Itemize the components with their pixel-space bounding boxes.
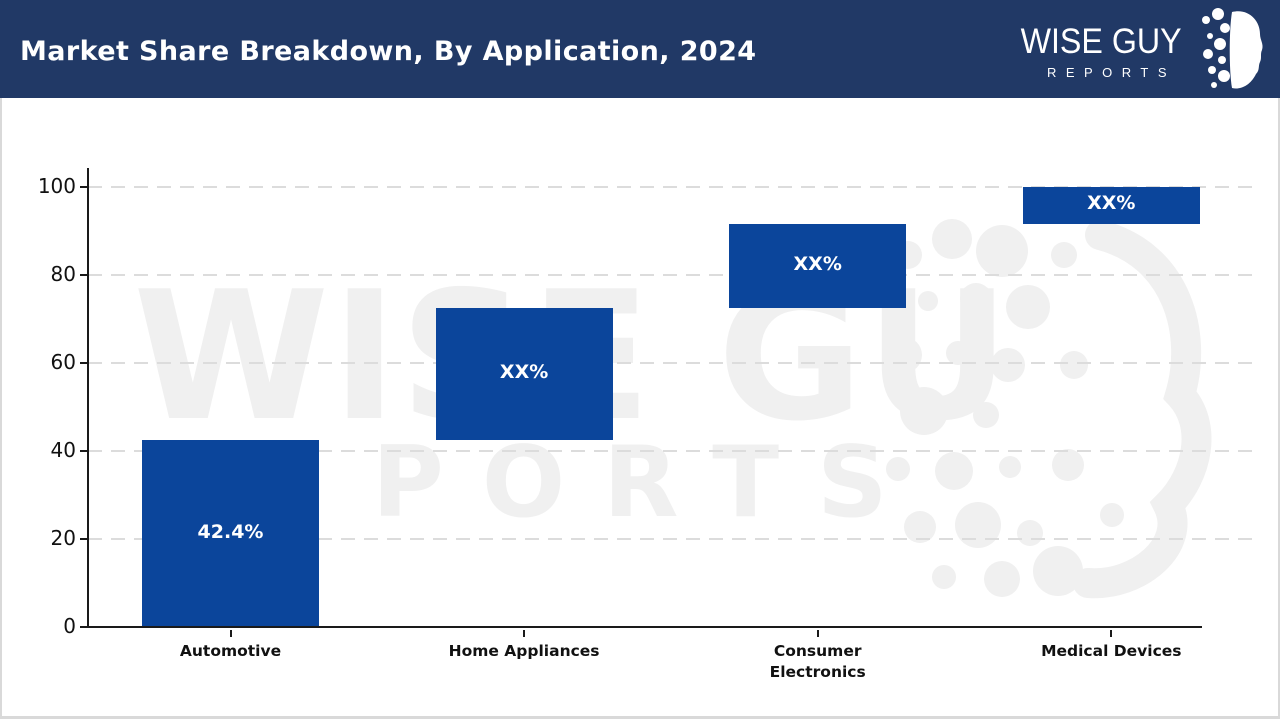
logo-head-icon [1202, 8, 1263, 89]
y-axis-tick [80, 274, 88, 276]
y-tick-label: 60 [50, 350, 76, 374]
y-tick-label: 40 [50, 438, 76, 462]
grid-line [88, 450, 1253, 452]
y-tick-label: 80 [50, 262, 76, 286]
bar-value-label: XX% [793, 253, 842, 276]
chart-plot-area: 0 20 40 60 80 100 42.4% XX% XX% XX% Automotive Ho… [0, 98, 1280, 720]
bar [729, 223, 907, 309]
x-axis-tick [229, 630, 232, 637]
x-axis-tick [816, 630, 819, 637]
logo-wordmark: WISE GUY [1020, 22, 1182, 61]
bar [435, 308, 613, 441]
x-axis-line [86, 626, 1202, 628]
bar [142, 440, 319, 627]
grid-line [88, 362, 1253, 364]
x-axis-label: Home Appliances [448, 642, 600, 660]
x-axis-label: Automotive [179, 642, 282, 660]
bar-value-label: 42.4% [197, 520, 264, 543]
x-axis-label: Consumer Electronics [769, 642, 866, 681]
y-axis-line [87, 168, 89, 628]
logo-text: WISE GUY REPORTS [1016, 22, 1201, 80]
bar [1022, 187, 1200, 224]
x-axis-tick [523, 630, 526, 637]
wise-guy-reports-logo: WISE GUY REPORTS [1016, 6, 1266, 94]
grid-line [88, 538, 1253, 540]
grid-line [88, 186, 1253, 188]
page-title: Market Share Breakdown, By Application, … [20, 36, 757, 67]
y-tick-label: 0 [63, 614, 76, 638]
x-axis-label: Medical Devices [1041, 642, 1182, 660]
y-tick-label: 100 [37, 174, 76, 198]
y-axis-tick [80, 538, 88, 540]
y-axis-tick [80, 450, 88, 452]
bar-value-label: XX% [499, 361, 549, 384]
bar-value-label: XX% [1087, 192, 1136, 215]
x-axis-tick [1110, 630, 1113, 637]
y-axis-tick [80, 362, 88, 364]
y-axis-tick [80, 626, 88, 628]
y-axis-tick [80, 186, 88, 188]
logo-subtitle: REPORTS [1046, 65, 1177, 80]
header-bar: Market Share Breakdown, By Application, … [0, 0, 1280, 98]
y-tick-label: 20 [50, 526, 76, 550]
grid-line [88, 274, 1253, 276]
